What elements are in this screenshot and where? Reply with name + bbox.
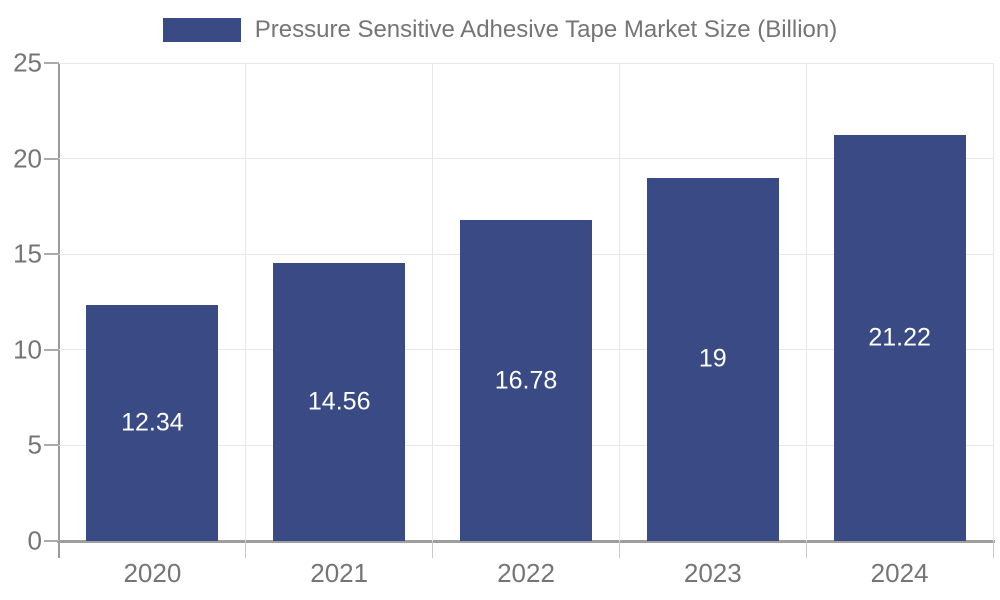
x-tick-label-2021: 2021 xyxy=(310,558,369,588)
x-axis-baseline xyxy=(57,540,995,543)
y-gridline xyxy=(59,158,993,160)
x-gridline xyxy=(992,63,994,541)
x-tick-label-2023: 2023 xyxy=(683,558,742,588)
x-tick-label-2022: 2022 xyxy=(497,558,555,588)
bar-value-label: 14.56 xyxy=(307,387,371,416)
y-gridline xyxy=(59,62,993,64)
bar-2021: 14.56 xyxy=(273,262,406,541)
x-gridline xyxy=(805,63,807,541)
y-tick-label: 10 xyxy=(13,334,42,365)
x-tick-mark xyxy=(805,541,807,558)
y-tick-mark xyxy=(44,157,59,160)
y-tick-label: 5 xyxy=(27,429,42,460)
y-tick-mark xyxy=(44,348,59,351)
y-tick-label: 25 xyxy=(13,47,42,78)
y-tick-mark xyxy=(44,444,59,447)
y-tick-mark xyxy=(44,253,59,256)
x-tick-label-2020: 2020 xyxy=(123,558,182,588)
chart-legend[interactable]: Pressure Sensitive Adhesive Tape Market … xyxy=(0,16,1000,44)
x-tick-mark xyxy=(992,541,994,558)
bar-value-label: 21.22 xyxy=(868,323,931,352)
bar-value-label: 12.34 xyxy=(121,408,184,437)
x-gridline xyxy=(618,63,620,541)
bar-2020: 12.34 xyxy=(86,305,219,541)
y-axis-line xyxy=(58,63,60,558)
x-gridline xyxy=(245,63,247,541)
x-tick-mark xyxy=(58,541,60,558)
x-gridline xyxy=(432,63,434,541)
y-tick-label: 0 xyxy=(27,525,42,556)
y-tick-label: 15 xyxy=(13,238,42,269)
bar-2024: 21.22 xyxy=(833,135,966,541)
bar-2023: 19 xyxy=(646,177,779,541)
y-tick-mark xyxy=(44,540,59,542)
y-tick-label: 20 xyxy=(13,143,42,174)
legend-label: Pressure Sensitive Adhesive Tape Market … xyxy=(254,16,838,43)
plot-area: 0 5 10 15 20 25 12.34 2020 14.56 2021 16.78 2022 19 2… xyxy=(13,48,995,588)
legend-swatch-icon xyxy=(162,18,241,42)
x-tick-mark xyxy=(618,541,620,558)
bar-value-label: 19 xyxy=(698,344,727,373)
bar-value-label: 16.78 xyxy=(494,366,558,395)
bar-2022: 16.78 xyxy=(460,220,592,541)
x-tick-label-2024: 2024 xyxy=(870,558,929,588)
x-tick-mark xyxy=(245,541,247,558)
y-tick-mark xyxy=(44,62,59,64)
x-tick-mark xyxy=(432,541,434,558)
